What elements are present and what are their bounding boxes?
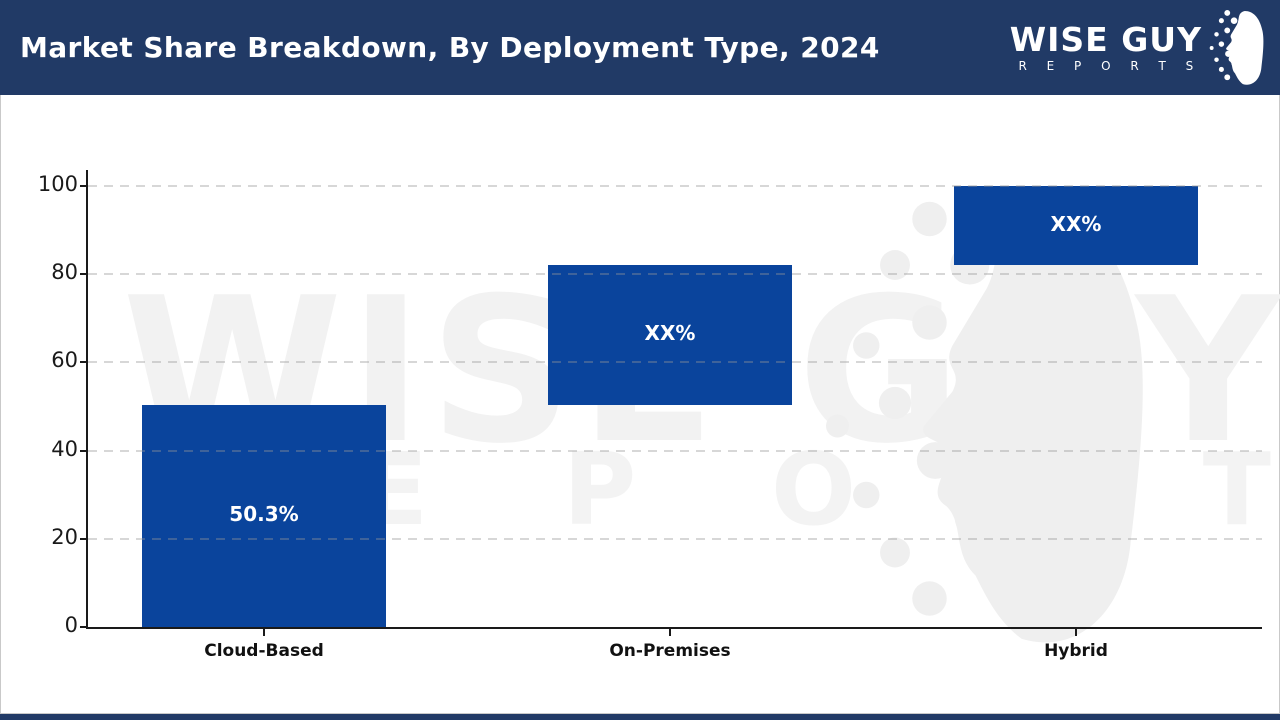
- y-tick: [80, 273, 88, 276]
- x-axis-label: Hybrid: [1044, 641, 1108, 661]
- y-tick-label: 40: [51, 436, 78, 461]
- y-axis-spine: [86, 170, 88, 629]
- x-tick: [669, 629, 671, 636]
- x-tick: [263, 629, 265, 636]
- x-axis-label: On-Premises: [609, 641, 731, 661]
- y-tick: [80, 449, 88, 452]
- bar-value-label: XX%: [1050, 211, 1102, 236]
- bar-value-label: 50.3%: [229, 502, 299, 527]
- y-tick-label: 80: [51, 260, 78, 285]
- gridline: [88, 361, 1262, 364]
- bottom-border: [0, 713, 1280, 714]
- brand-logo: WISE GUY R E P O R T S: [1010, 8, 1268, 88]
- brand-subtitle: R E P O R T S: [1018, 59, 1202, 74]
- y-tick: [80, 537, 88, 540]
- gridline: [88, 449, 1262, 452]
- gridline: [88, 537, 1262, 540]
- left-border: [0, 95, 1, 720]
- brand-logo-text: WISE GUY R E P O R T S: [1009, 19, 1202, 74]
- bar-cloud-based: [142, 405, 386, 627]
- brand-name: WISE GUY: [1009, 19, 1202, 59]
- footer-bar: [0, 714, 1280, 720]
- y-tick-label: 100: [37, 172, 78, 196]
- y-tick-label: 60: [51, 348, 78, 373]
- brand-face-icon: [1209, 9, 1264, 85]
- gridline: [88, 273, 1262, 276]
- y-tick: [80, 626, 88, 628]
- y-tick-label: 20: [51, 524, 78, 549]
- header-bar: Market Share Breakdown, By Deployment Ty…: [0, 0, 1280, 95]
- chart-title: Market Share Breakdown, By Deployment Ty…: [20, 31, 880, 64]
- bar-value-label: XX%: [644, 321, 696, 346]
- x-axis-label: Cloud-Based: [204, 641, 324, 661]
- x-tick: [1075, 629, 1077, 636]
- y-tick: [80, 361, 88, 364]
- bar-hybrid: [954, 186, 1198, 266]
- y-tick-label: 0: [64, 613, 78, 637]
- y-tick: [80, 185, 88, 187]
- x-axis-spine: [86, 627, 1262, 629]
- gridline: [88, 185, 1262, 187]
- bar-on-premises: [548, 265, 792, 406]
